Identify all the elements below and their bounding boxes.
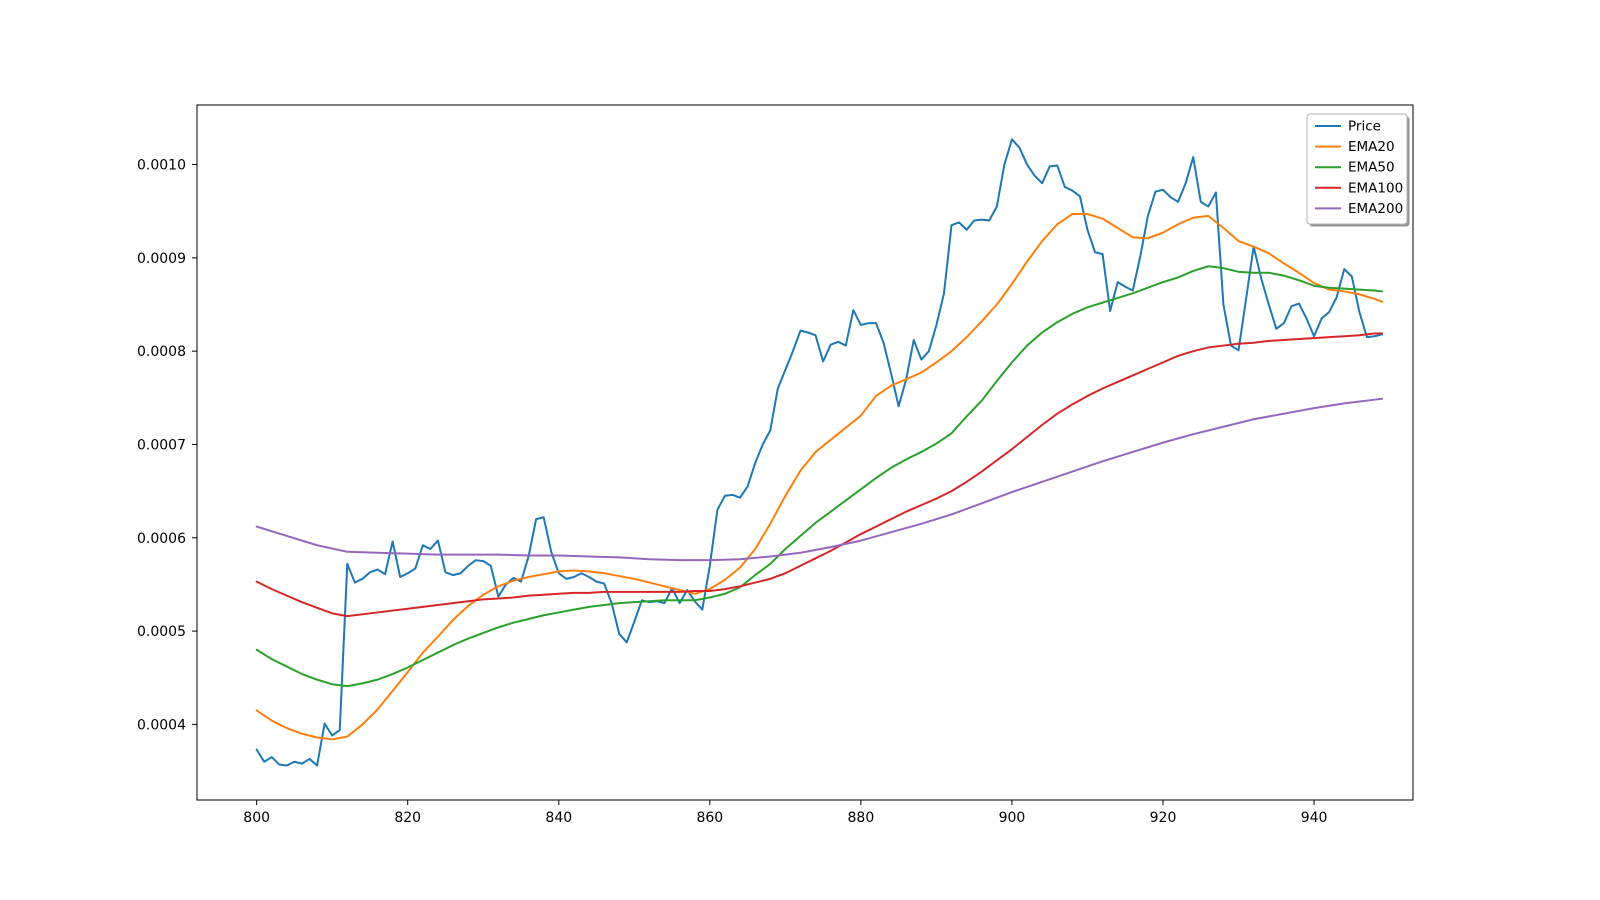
y-tick-label: 0.0009 [137,251,186,267]
legend-box [1306,113,1408,225]
y-tick-label: 0.0004 [137,717,186,733]
legend-label-ema100: EMA100 [1348,180,1403,196]
legend-label-ema50: EMA50 [1348,160,1395,176]
axes-spines [196,104,1414,801]
x-tick-label: 940 [1301,810,1328,826]
legend-label-ema200: EMA200 [1348,201,1403,217]
y-tick-label: 0.0005 [137,624,186,640]
x-tick-label: 920 [1150,810,1177,826]
x-tick-label: 860 [696,810,723,826]
x-tick-label: 820 [394,810,421,826]
legend-label-ema20: EMA20 [1348,139,1395,155]
x-tick-label: 800 [243,810,270,826]
y-tick-label: 0.0006 [137,531,186,547]
series-line-ema100 [255,332,1384,618]
plot-area [197,105,1413,800]
x-tick-label: 840 [545,810,572,826]
y-tick-label: 0.0008 [137,344,186,360]
series-line-ema20 [255,212,1384,741]
series-line-price [255,138,1384,767]
x-tick-label: 880 [848,810,875,826]
y-tick-label: 0.0007 [137,437,186,453]
x-tick-label: 900 [999,810,1026,826]
series-line-ema50 [255,265,1384,688]
series-line-ema200 [255,397,1384,562]
y-tick-label: 0.0010 [137,158,186,174]
legend-label-price: Price [1348,119,1381,135]
